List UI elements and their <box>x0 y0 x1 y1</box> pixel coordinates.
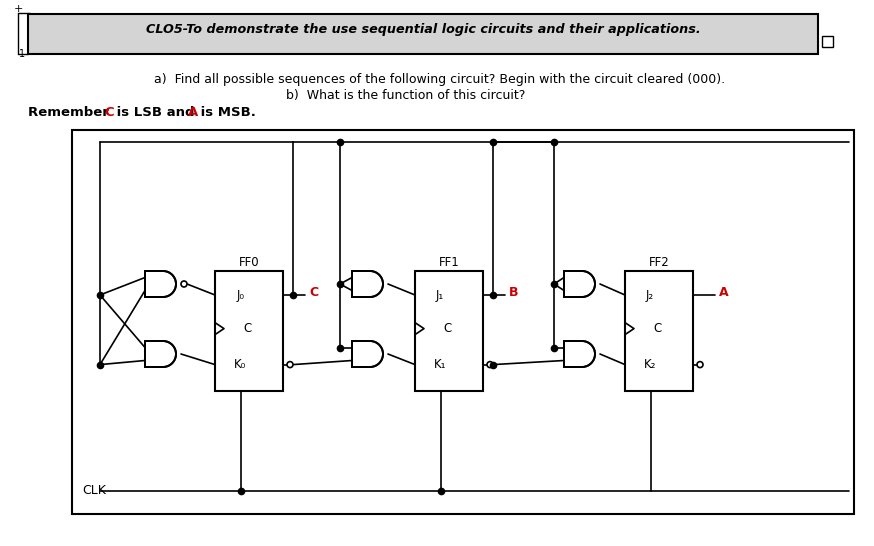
Text: C: C <box>309 287 318 300</box>
Circle shape <box>181 281 187 287</box>
Bar <box>625 271 693 391</box>
Text: FF2: FF2 <box>649 256 669 269</box>
Bar <box>565 254 698 419</box>
Text: C: C <box>444 322 452 335</box>
Text: is LSB and: is LSB and <box>112 105 199 118</box>
Bar <box>72 130 854 514</box>
Bar <box>355 254 488 409</box>
Text: is MSB.: is MSB. <box>196 105 256 118</box>
Circle shape <box>487 361 493 367</box>
Text: K₀: K₀ <box>234 358 246 371</box>
Text: A: A <box>188 105 198 118</box>
Text: B: B <box>509 287 518 300</box>
Text: FF1: FF1 <box>439 256 460 269</box>
Text: J₁: J₁ <box>436 288 444 301</box>
Text: C: C <box>654 322 662 335</box>
Bar <box>215 271 283 391</box>
Text: 1: 1 <box>19 49 25 59</box>
Polygon shape <box>352 271 383 297</box>
Polygon shape <box>352 341 383 367</box>
Text: A: A <box>719 287 729 300</box>
Text: K₁: K₁ <box>434 358 447 371</box>
Text: C: C <box>104 105 114 118</box>
Text: J₂: J₂ <box>646 288 655 301</box>
Text: +: + <box>13 4 23 14</box>
Text: CLK: CLK <box>82 484 106 497</box>
Polygon shape <box>564 341 595 367</box>
Circle shape <box>287 361 293 367</box>
Bar <box>415 271 483 391</box>
Text: K₂: K₂ <box>644 358 656 371</box>
Text: a)  Find all possible sequences of the following circuit? Begin with the circuit: a) Find all possible sequences of the fo… <box>155 74 725 86</box>
Polygon shape <box>564 271 595 297</box>
Bar <box>822 36 833 47</box>
Text: b)  What is the function of this circuit?: b) What is the function of this circuit? <box>286 90 525 103</box>
Bar <box>28 14 818 54</box>
Circle shape <box>697 361 703 367</box>
Text: CLO5-To demonstrate the use sequential logic circuits and their applications.: CLO5-To demonstrate the use sequential l… <box>146 23 700 37</box>
Text: FF0: FF0 <box>239 256 260 269</box>
Text: Remember: Remember <box>28 105 114 118</box>
Text: C: C <box>244 322 252 335</box>
Polygon shape <box>145 271 176 297</box>
Text: J₀: J₀ <box>236 288 244 301</box>
Polygon shape <box>145 341 176 367</box>
